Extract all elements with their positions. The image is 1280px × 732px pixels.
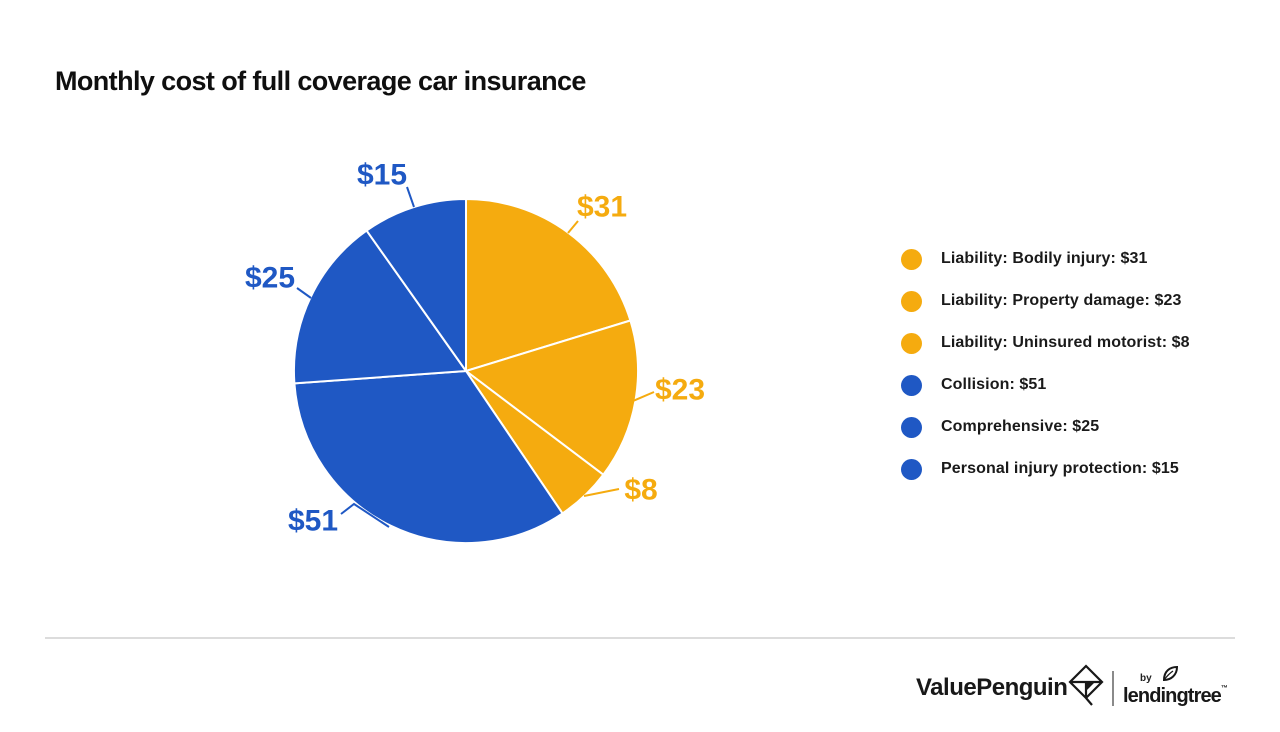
legend-item: Collision: $51 <box>901 374 1190 396</box>
byline-label: by <box>1140 673 1152 684</box>
slice-label-leader <box>567 220 579 234</box>
legend-swatch-icon <box>901 458 922 480</box>
valuepenguin-logo-icon <box>1068 664 1104 706</box>
trademark-symbol: ™ <box>1220 685 1228 692</box>
legend-item: Liability: Bodily injury: $31 <box>901 248 1190 270</box>
slice-label-leader <box>632 391 655 402</box>
legend-label: Personal injury protection: $15 <box>941 460 1179 477</box>
lendingtree-wordmark: lendingtree™ <box>1123 685 1228 708</box>
slice-value-label: $51 <box>288 505 338 538</box>
legend-item: Comprehensive: $25 <box>901 416 1190 438</box>
legend-swatch-icon <box>901 332 922 354</box>
legend-label: Comprehensive: $25 <box>941 418 1100 435</box>
footer-logo-divider <box>1112 671 1114 706</box>
legend-swatch-icon <box>901 416 922 438</box>
slice-label-leader <box>406 186 415 208</box>
legend-item: Personal injury protection: $15 <box>901 458 1190 480</box>
lendingtree-logo: by lendingtree™ <box>1123 664 1243 714</box>
pie-slice-personal-injury-protection <box>365 198 467 372</box>
valuepenguin-wordmark: ValuePenguin <box>916 674 1068 701</box>
legend-swatch-icon <box>901 248 922 270</box>
pie-slice-collision <box>293 370 564 544</box>
slice-label-leader <box>296 287 312 299</box>
slice-label-leader <box>583 488 620 497</box>
chart-title: Monthly cost of full coverage car insura… <box>55 66 586 96</box>
footer-logos: ValuePenguin by lendingtree™ <box>0 650 1280 730</box>
legend-swatch-icon <box>901 290 922 312</box>
slice-value-label: $8 <box>624 474 657 507</box>
legend-label: Liability: Property damage: $23 <box>941 292 1182 309</box>
legend-label: Collision: $51 <box>941 376 1047 393</box>
legend-swatch-icon <box>901 374 922 396</box>
legend: Liability: Bodily injury: $31 Liability: … <box>901 248 1190 480</box>
legend-item: Liability: Uninsured motorist: $8 <box>901 332 1190 354</box>
slice-label-leader <box>340 502 390 528</box>
leaf-icon <box>1162 665 1179 682</box>
footer-divider <box>45 637 1235 639</box>
lendingtree-wordmark-text: lendingtree <box>1123 685 1222 707</box>
slice-value-label: $23 <box>655 374 705 407</box>
slice-value-label: $25 <box>245 262 295 295</box>
slice-value-label: $31 <box>577 191 627 224</box>
legend-label: Liability: Bodily injury: $31 <box>941 250 1148 267</box>
legend-item: Liability: Property damage: $23 <box>901 290 1190 312</box>
legend-label: Liability: Uninsured motorist: $8 <box>941 334 1190 351</box>
slice-value-label: $15 <box>357 159 407 192</box>
